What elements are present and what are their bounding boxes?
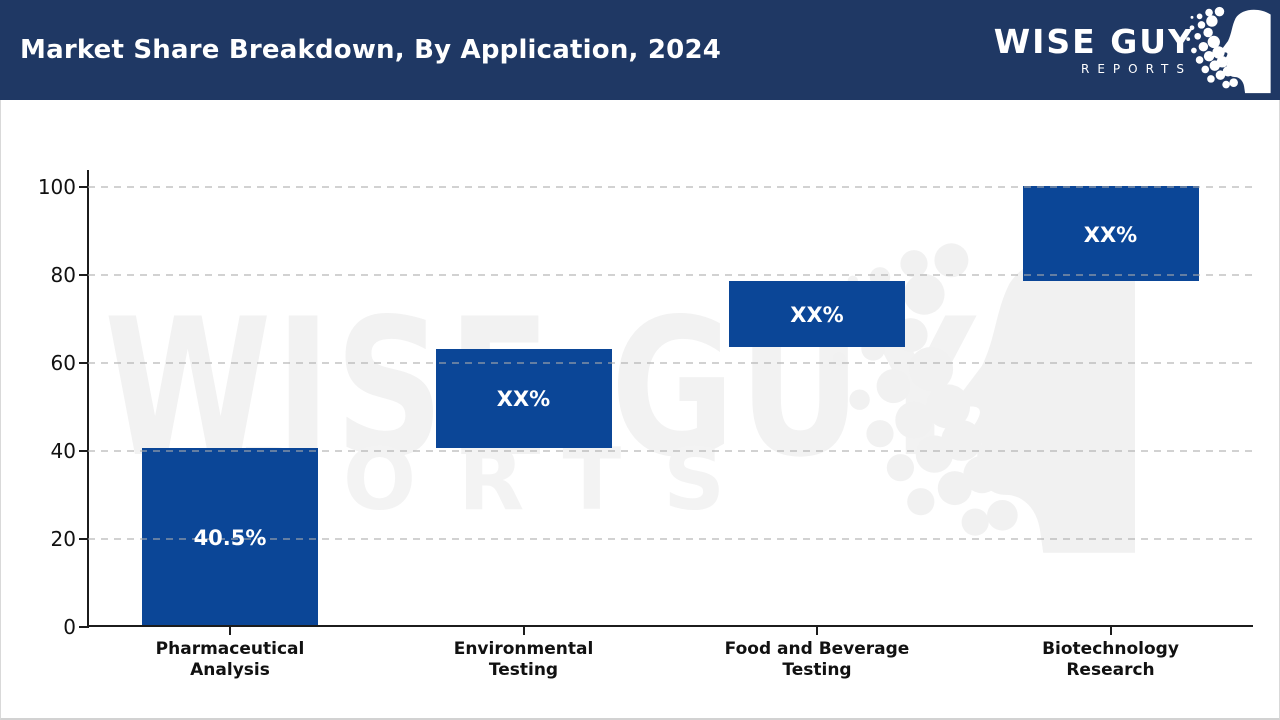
gridline-40 xyxy=(88,450,1253,452)
gridline-20 xyxy=(88,538,1253,540)
bar-value-label: XX% xyxy=(496,387,551,412)
y-axis-tick-label: 80 xyxy=(50,263,76,287)
x-axis-tick-mark xyxy=(816,627,818,635)
x-axis-tick-mark xyxy=(229,627,231,635)
y-axis-tick-label: 0 xyxy=(63,615,76,639)
bar-biotechnology-research xyxy=(1022,186,1199,282)
x-axis-category-label: Biotechnology Research xyxy=(1042,639,1179,680)
y-axis-tick-mark xyxy=(79,186,87,188)
x-axis-tick-mark xyxy=(1109,627,1112,635)
y-axis-tick-label: 20 xyxy=(50,527,76,551)
x-axis-category-label: Food and Beverage Testing xyxy=(724,639,910,680)
x-axis-line xyxy=(87,625,1253,627)
y-axis-tick-label: 60 xyxy=(50,351,76,375)
x-axis-category-label: Pharmaceutical Analysis xyxy=(155,639,305,680)
bar-food-and-beverage-testing xyxy=(729,281,905,348)
header-bar: Market Share Breakdown, By Application, … xyxy=(0,0,1280,100)
y-axis-line xyxy=(87,170,89,628)
bar-value-label: 40.5% xyxy=(193,525,267,550)
page-title: Market Share Breakdown, By Application, … xyxy=(20,35,722,65)
gridline-60 xyxy=(88,362,1253,364)
bar-value-label: XX% xyxy=(790,303,844,328)
y-axis-tick-label: 40 xyxy=(50,439,76,463)
bar-value-label: XX% xyxy=(1083,222,1138,247)
x-axis-tick-mark xyxy=(522,627,525,635)
gridline-100 xyxy=(88,186,1253,188)
wise-guy-reports-logo: WISE GUY REPORTS xyxy=(994,5,1276,95)
y-axis-tick-label: 100 xyxy=(37,175,76,199)
x-axis-category-label: Environmental Testing xyxy=(453,639,594,680)
gridline-80 xyxy=(88,274,1253,276)
y-axis-tick-mark xyxy=(79,274,87,276)
y-axis-tick-mark xyxy=(79,626,87,628)
y-axis-tick-mark xyxy=(79,450,87,452)
y-axis-tick-mark xyxy=(79,538,87,540)
logo-subtitle: REPORTS xyxy=(1080,61,1192,76)
bar-environmental-testing xyxy=(435,348,612,448)
bar-pharmaceutical-analysis xyxy=(142,447,318,626)
logo-dot-head-icon xyxy=(1186,6,1271,94)
y-axis-tick-mark xyxy=(79,362,87,364)
logo-wordmark: WISE GUY xyxy=(993,21,1194,61)
watermark-dot-head-graphic xyxy=(832,243,1135,553)
